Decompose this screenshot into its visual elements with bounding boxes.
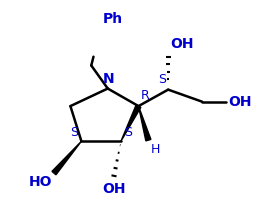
- Text: R: R: [141, 89, 150, 102]
- Polygon shape: [121, 105, 141, 141]
- Text: Ph: Ph: [103, 12, 123, 26]
- Text: S: S: [158, 73, 166, 86]
- Text: H: H: [151, 143, 160, 156]
- Polygon shape: [138, 106, 151, 141]
- Text: N: N: [103, 72, 115, 86]
- Text: S: S: [124, 126, 132, 139]
- Polygon shape: [52, 141, 81, 175]
- Text: OH: OH: [229, 95, 252, 109]
- Text: OH: OH: [102, 182, 126, 196]
- Text: OH: OH: [170, 37, 194, 51]
- Text: HO: HO: [28, 175, 52, 189]
- Text: S: S: [70, 126, 78, 139]
